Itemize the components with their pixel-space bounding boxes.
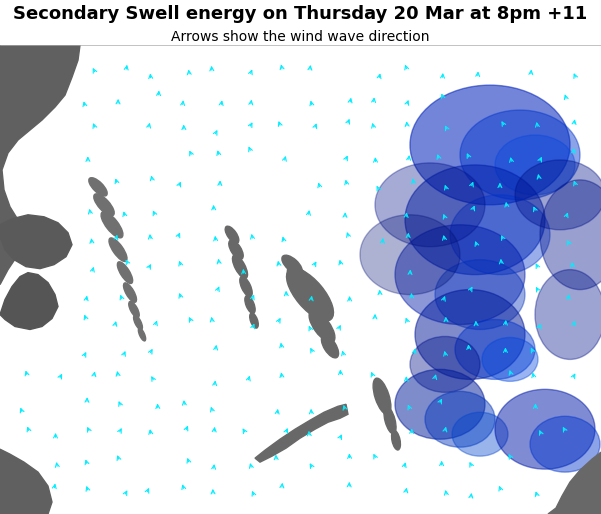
Ellipse shape xyxy=(384,407,396,434)
Ellipse shape xyxy=(460,110,580,200)
Ellipse shape xyxy=(455,320,535,379)
Ellipse shape xyxy=(540,180,601,289)
Ellipse shape xyxy=(360,215,460,295)
Ellipse shape xyxy=(373,378,391,414)
Ellipse shape xyxy=(375,163,485,247)
Polygon shape xyxy=(0,272,58,329)
Ellipse shape xyxy=(109,238,127,262)
Ellipse shape xyxy=(138,328,145,341)
Ellipse shape xyxy=(89,178,107,196)
Polygon shape xyxy=(0,449,52,514)
Ellipse shape xyxy=(415,289,525,379)
Ellipse shape xyxy=(395,370,485,439)
Ellipse shape xyxy=(435,260,525,329)
Ellipse shape xyxy=(282,255,302,274)
Polygon shape xyxy=(255,405,348,462)
Ellipse shape xyxy=(515,160,601,230)
Ellipse shape xyxy=(123,283,136,302)
Ellipse shape xyxy=(450,195,550,274)
Ellipse shape xyxy=(233,255,248,279)
Ellipse shape xyxy=(495,389,595,469)
Ellipse shape xyxy=(229,240,243,260)
Ellipse shape xyxy=(530,416,600,472)
Ellipse shape xyxy=(287,268,334,321)
Ellipse shape xyxy=(240,277,252,297)
Ellipse shape xyxy=(309,310,335,342)
Polygon shape xyxy=(548,452,601,514)
Ellipse shape xyxy=(395,225,525,324)
Ellipse shape xyxy=(129,301,139,318)
Ellipse shape xyxy=(482,338,538,381)
Ellipse shape xyxy=(495,135,575,195)
Ellipse shape xyxy=(392,430,400,450)
Ellipse shape xyxy=(287,266,313,291)
Text: Secondary Swell energy on Thursday 20 Mar at 8pm +11: Secondary Swell energy on Thursday 20 Ma… xyxy=(13,5,588,23)
Ellipse shape xyxy=(452,412,508,456)
Ellipse shape xyxy=(101,212,123,238)
Ellipse shape xyxy=(410,85,570,205)
Ellipse shape xyxy=(535,270,601,359)
Ellipse shape xyxy=(133,315,142,330)
Ellipse shape xyxy=(410,337,480,392)
Ellipse shape xyxy=(250,313,258,328)
Ellipse shape xyxy=(245,296,255,314)
Ellipse shape xyxy=(117,262,133,284)
Ellipse shape xyxy=(405,165,545,274)
Polygon shape xyxy=(0,215,72,269)
Ellipse shape xyxy=(322,335,338,358)
Text: Arrows show the wind wave direction: Arrows show the wind wave direction xyxy=(171,30,430,44)
Ellipse shape xyxy=(425,391,495,447)
Ellipse shape xyxy=(94,194,114,216)
Ellipse shape xyxy=(225,226,239,243)
Polygon shape xyxy=(0,45,80,285)
